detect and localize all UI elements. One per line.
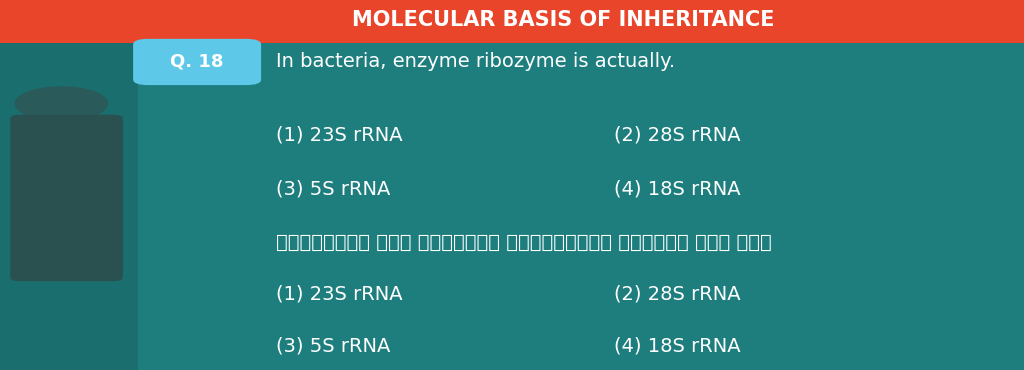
Circle shape [15,87,108,120]
Text: (1) 23S rRNA: (1) 23S rRNA [276,285,403,304]
Text: (2) 28S rRNA: (2) 28S rRNA [614,285,741,304]
Text: (1) 23S rRNA: (1) 23S rRNA [276,125,403,145]
Text: (2) 28S rRNA: (2) 28S rRNA [614,125,741,145]
Text: In bacteria, enzyme ribozyme is actually.: In bacteria, enzyme ribozyme is actually… [276,53,676,71]
FancyBboxPatch shape [0,43,138,370]
Text: (3) 5S rRNA: (3) 5S rRNA [276,336,391,356]
Text: (4) 18S rRNA: (4) 18S rRNA [614,179,741,198]
FancyBboxPatch shape [0,0,1024,43]
Text: (4) 18S rRNA: (4) 18S rRNA [614,336,741,356]
FancyBboxPatch shape [10,115,123,281]
Text: जीवाणुओं में एन्जाइम राइबोजाइम वास्तव में है।: जीवाणुओं में एन्जाइम राइबोजाइम वास्तव मे… [276,233,772,252]
FancyBboxPatch shape [133,39,261,85]
Text: Q. 18: Q. 18 [170,53,224,71]
Text: (3) 5S rRNA: (3) 5S rRNA [276,179,391,198]
Text: MOLECULAR BASIS OF INHERITANCE: MOLECULAR BASIS OF INHERITANCE [352,10,774,30]
